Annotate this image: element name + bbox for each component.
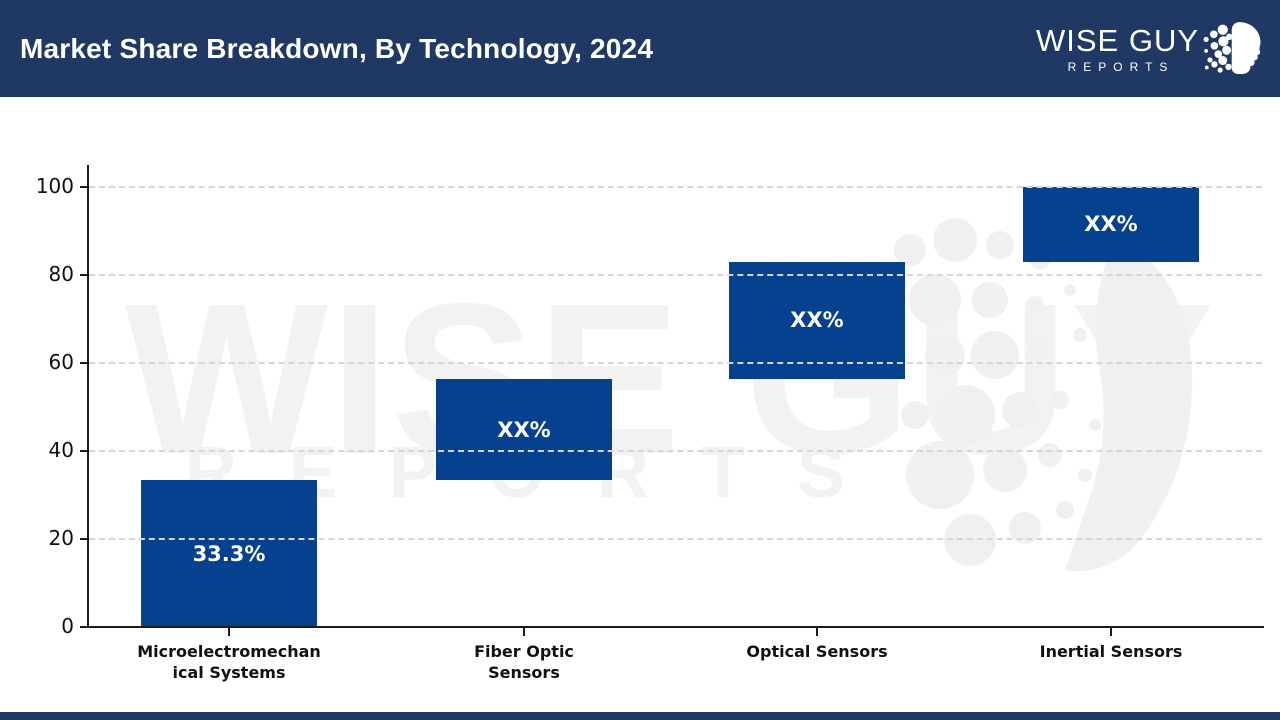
bar-value-label: XX%	[790, 308, 844, 333]
wise-guy-logo: WISE GUY REPORTS	[1036, 4, 1268, 94]
gridline-y80	[89, 274, 1262, 276]
x-category-label: Inertial Sensors	[1039, 642, 1183, 661]
bar-3: XX%	[729, 261, 905, 379]
dotted-head-icon	[1203, 22, 1261, 74]
x-tick-mark	[523, 628, 525, 636]
y-tick-mark	[80, 450, 88, 452]
y-tick-label: 0	[61, 614, 74, 638]
bar-value-label: XX%	[1084, 212, 1138, 237]
page-title: Market Share Breakdown, By Technology, 2…	[20, 32, 654, 64]
y-tick-label: 100	[35, 174, 74, 198]
x-category-label: Optical Sensors	[746, 642, 888, 661]
gridline-y40	[89, 450, 1262, 452]
y-tick-label: 20	[48, 526, 74, 550]
y-tick-mark	[80, 538, 88, 540]
y-axis-line	[87, 165, 89, 627]
y-tick-mark	[80, 626, 88, 628]
gridline-y60	[89, 362, 1262, 364]
x-axis-line	[86, 626, 1264, 628]
header-bar: Market Share Breakdown, By Technology, 2…	[0, 0, 1280, 97]
plot-area: 0 20 40 60 80 100 33.3% XX% XX% XX% Microelectrome…	[0, 97, 1280, 712]
y-tick-mark	[80, 186, 88, 188]
x-tick-mark	[228, 628, 230, 636]
y-tick-mark	[80, 274, 88, 276]
bar-value-label: 33.3%	[192, 541, 266, 566]
bar-2: XX%	[436, 378, 612, 481]
y-tick-label: 40	[48, 438, 74, 462]
y-tick-mark	[80, 362, 88, 364]
y-tick-label: 60	[48, 350, 74, 374]
bar-4: XX%	[1023, 187, 1199, 262]
footer-bar	[0, 712, 1280, 720]
bar-value-label: XX%	[497, 417, 551, 442]
x-tick-mark	[1110, 628, 1112, 636]
bar-1: 33.3%	[141, 480, 317, 627]
logo-wordmark: WISE GUY	[1036, 23, 1200, 58]
gridline-y20	[89, 538, 1262, 540]
logo-subtitle: REPORTS	[1067, 60, 1175, 74]
logo-text: WISE GUY REPORTS	[1036, 23, 1200, 75]
x-category-label: Fiber Optic Sensors	[474, 642, 574, 682]
x-category-label: Microelectromechan ical Systems	[137, 642, 321, 682]
y-tick-label: 80	[48, 262, 74, 286]
gridline-y100	[89, 186, 1262, 188]
x-tick-mark	[816, 628, 818, 636]
watermark-dotted-head	[870, 218, 1193, 572]
